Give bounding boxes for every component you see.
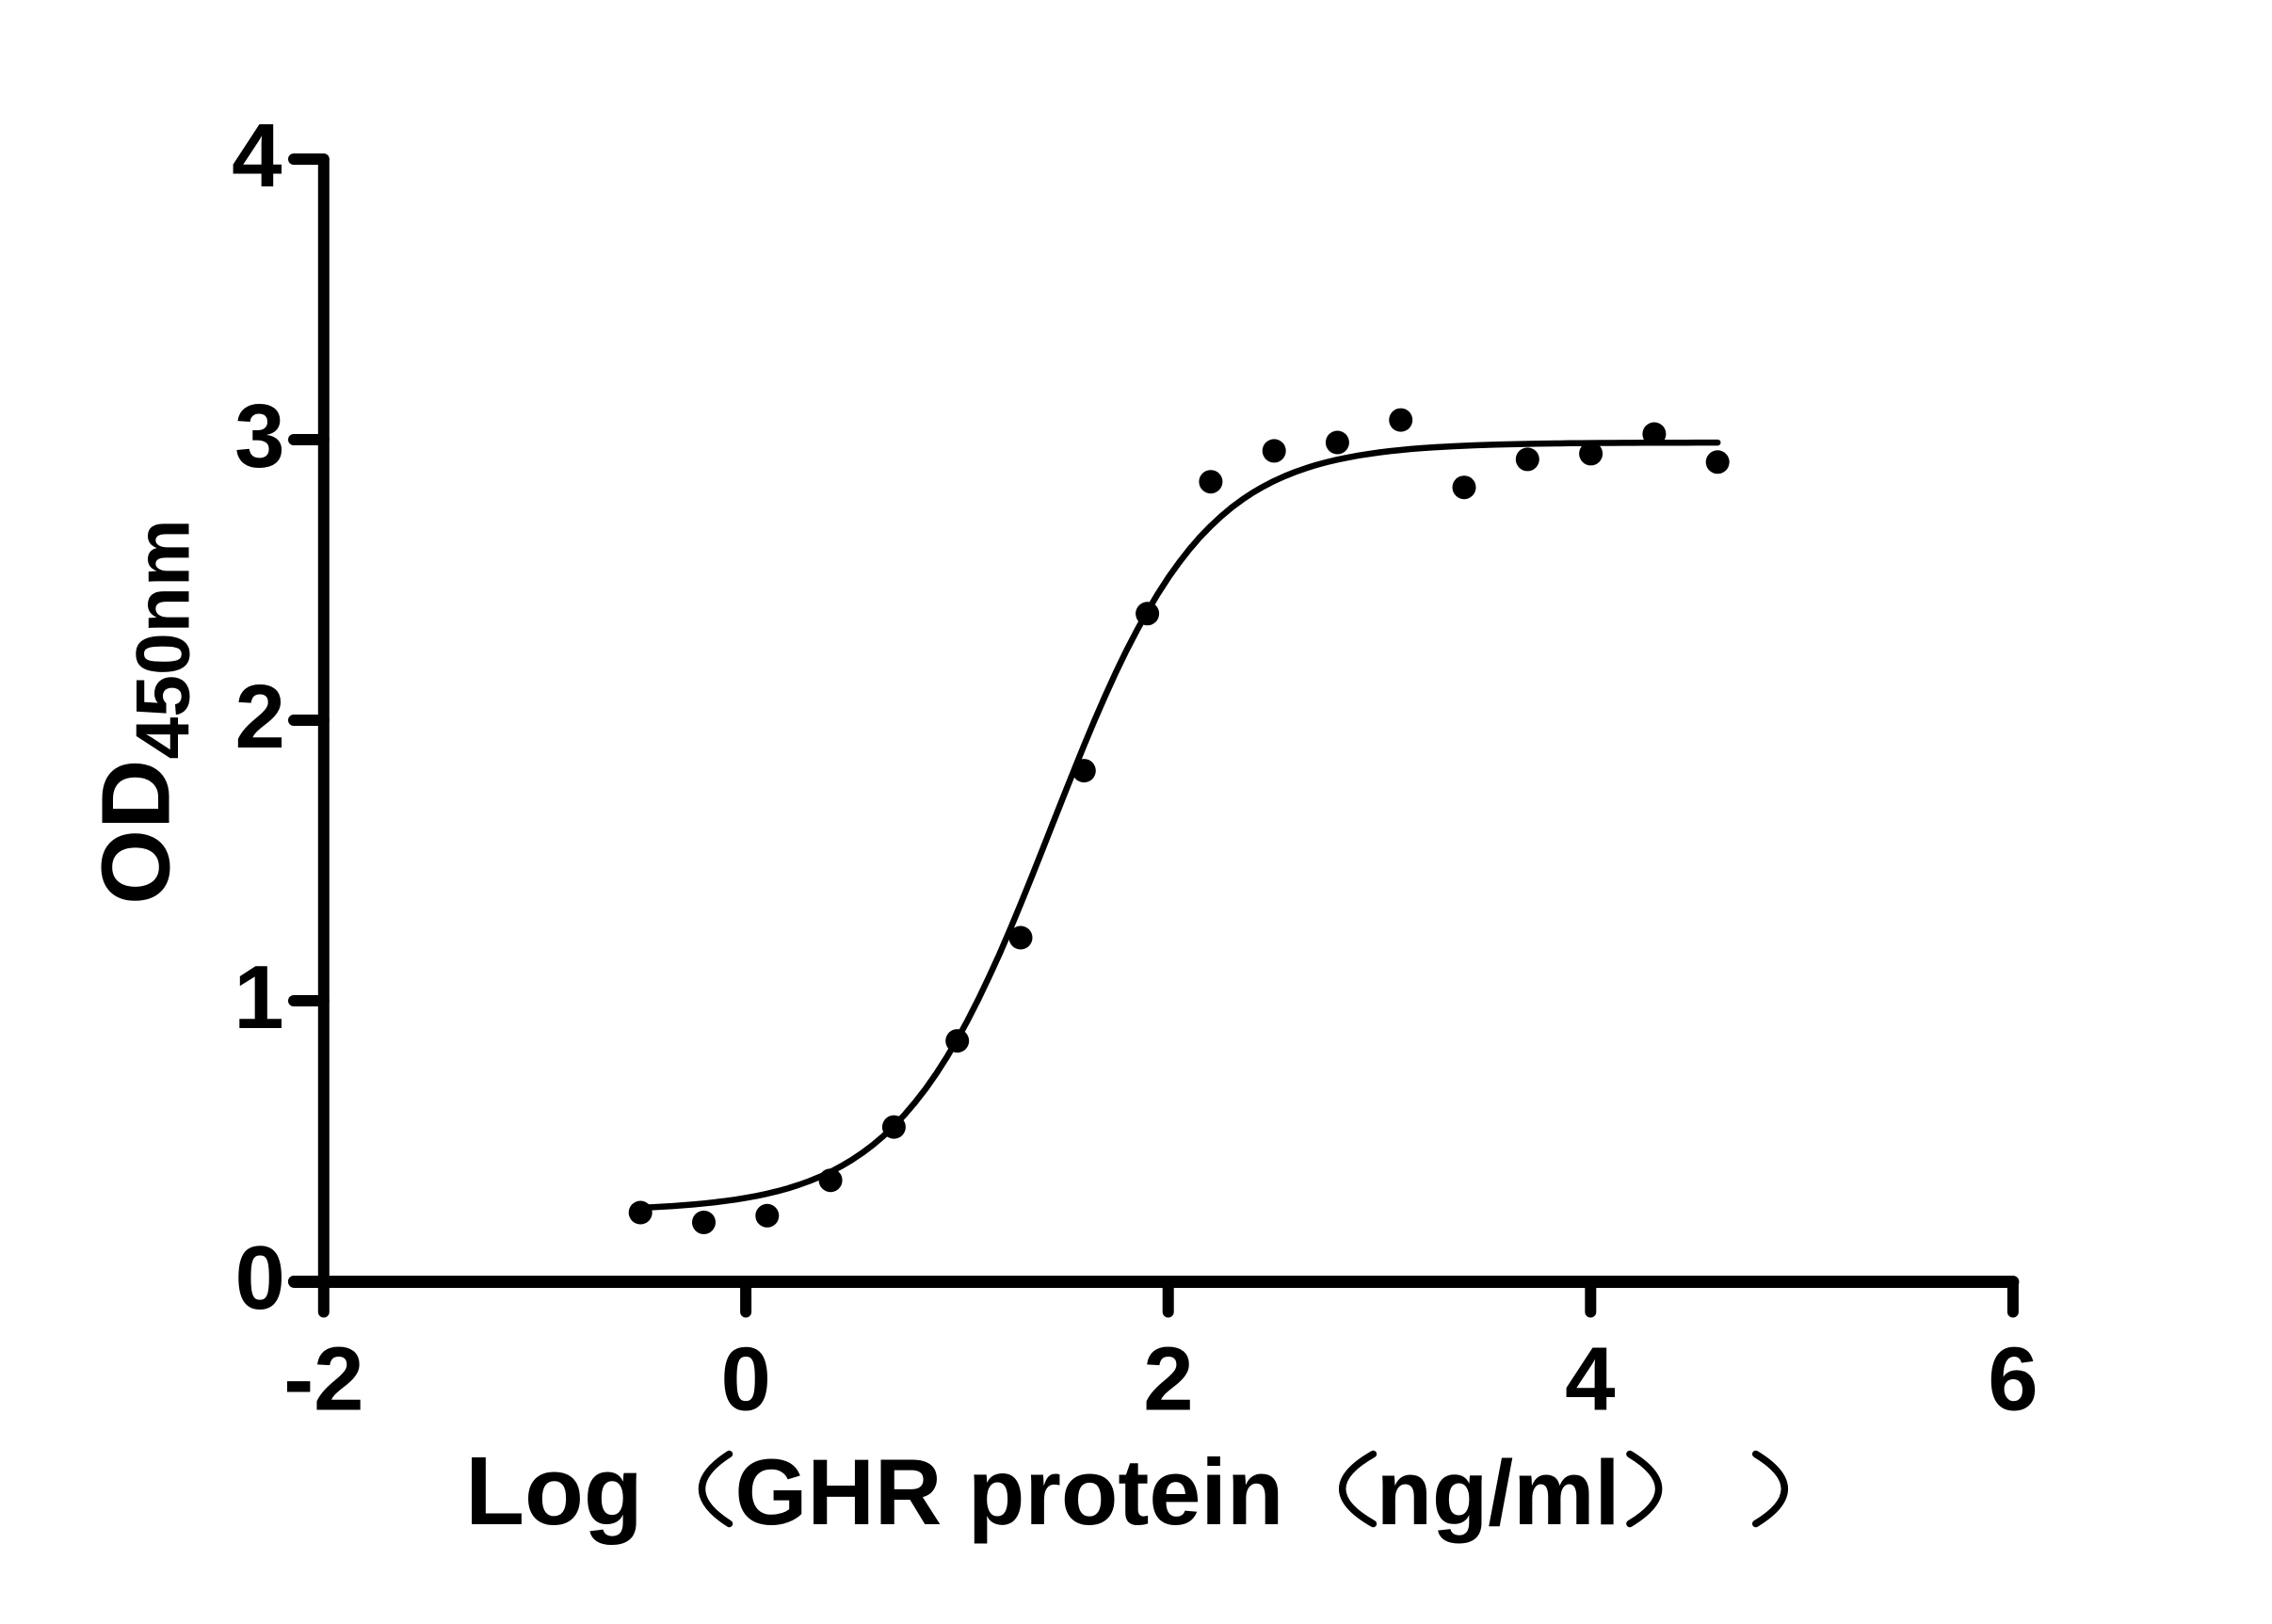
svg-text:1: 1 bbox=[234, 947, 283, 1048]
svg-text:3: 3 bbox=[234, 386, 284, 487]
svg-text:Log: Log bbox=[465, 1437, 643, 1545]
svg-text:ng/ml: ng/ml bbox=[1377, 1441, 1620, 1544]
svg-text:2: 2 bbox=[1143, 1328, 1193, 1429]
svg-text:-2: -2 bbox=[283, 1328, 363, 1429]
svg-text:4: 4 bbox=[232, 105, 282, 206]
svg-text:0: 0 bbox=[235, 1228, 285, 1328]
svg-text:6: 6 bbox=[1988, 1328, 2038, 1429]
svg-text:GHR protein: GHR protein bbox=[734, 1439, 1283, 1544]
svg-text:4: 4 bbox=[1565, 1328, 1615, 1429]
svg-text:0: 0 bbox=[721, 1328, 771, 1429]
svg-text:2: 2 bbox=[235, 667, 285, 767]
